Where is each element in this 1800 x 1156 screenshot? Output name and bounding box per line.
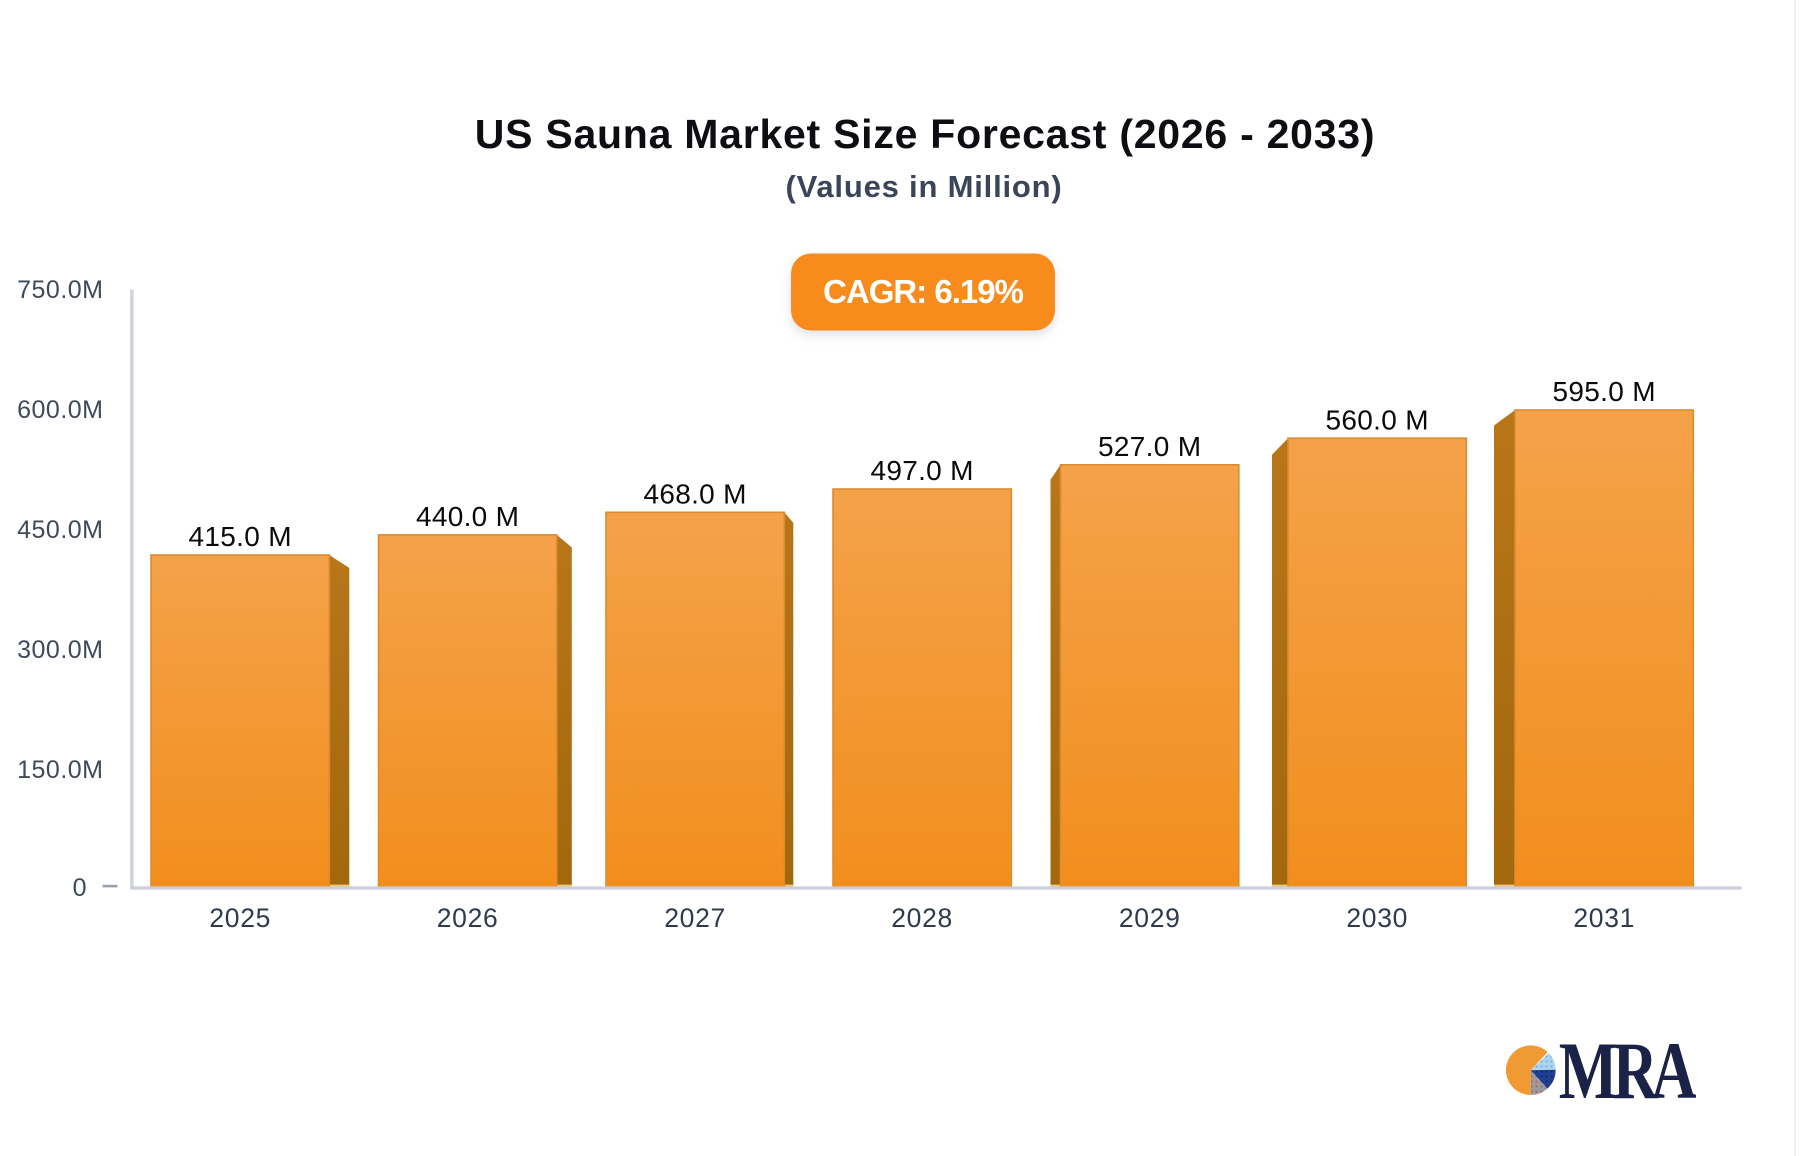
svg-text:595.0 M: 595.0 M [1553,376,1656,407]
svg-text:0: 0 [73,874,87,902]
svg-text:2028: 2028 [891,903,953,933]
svg-text:R: R [1613,1025,1659,1116]
svg-text:M: M [1559,1025,1618,1116]
svg-text:2031: 2031 [1573,903,1635,933]
svg-text:A: A [1651,1025,1696,1116]
svg-text:2025: 2025 [209,903,271,933]
svg-text:415.0 M: 415.0 M [189,521,292,552]
svg-text:2030: 2030 [1346,903,1408,933]
svg-text:300.0M: 300.0M [17,636,103,664]
svg-text:750.0M: 750.0M [17,276,103,304]
svg-text:440.0 M: 440.0 M [416,501,519,532]
svg-text:2026: 2026 [437,903,499,933]
svg-text:(Values in Million): (Values in Million) [785,169,1062,204]
svg-text:468.0 M: 468.0 M [643,478,746,509]
svg-text:2029: 2029 [1119,903,1181,933]
svg-text:600.0M: 600.0M [17,396,103,424]
svg-text:560.0 M: 560.0 M [1326,404,1429,435]
svg-text:CAGR: 6.19%: CAGR: 6.19% [823,273,1024,310]
svg-text:497.0 M: 497.0 M [870,455,973,486]
svg-text:450.0M: 450.0M [17,516,103,544]
svg-text:US Sauna Market Size Forecast: US Sauna Market Size Forecast (2026 - 20… [475,111,1375,157]
svg-text:150.0M: 150.0M [17,756,103,784]
svg-text:2027: 2027 [664,903,726,933]
svg-text:527.0 M: 527.0 M [1098,431,1201,462]
